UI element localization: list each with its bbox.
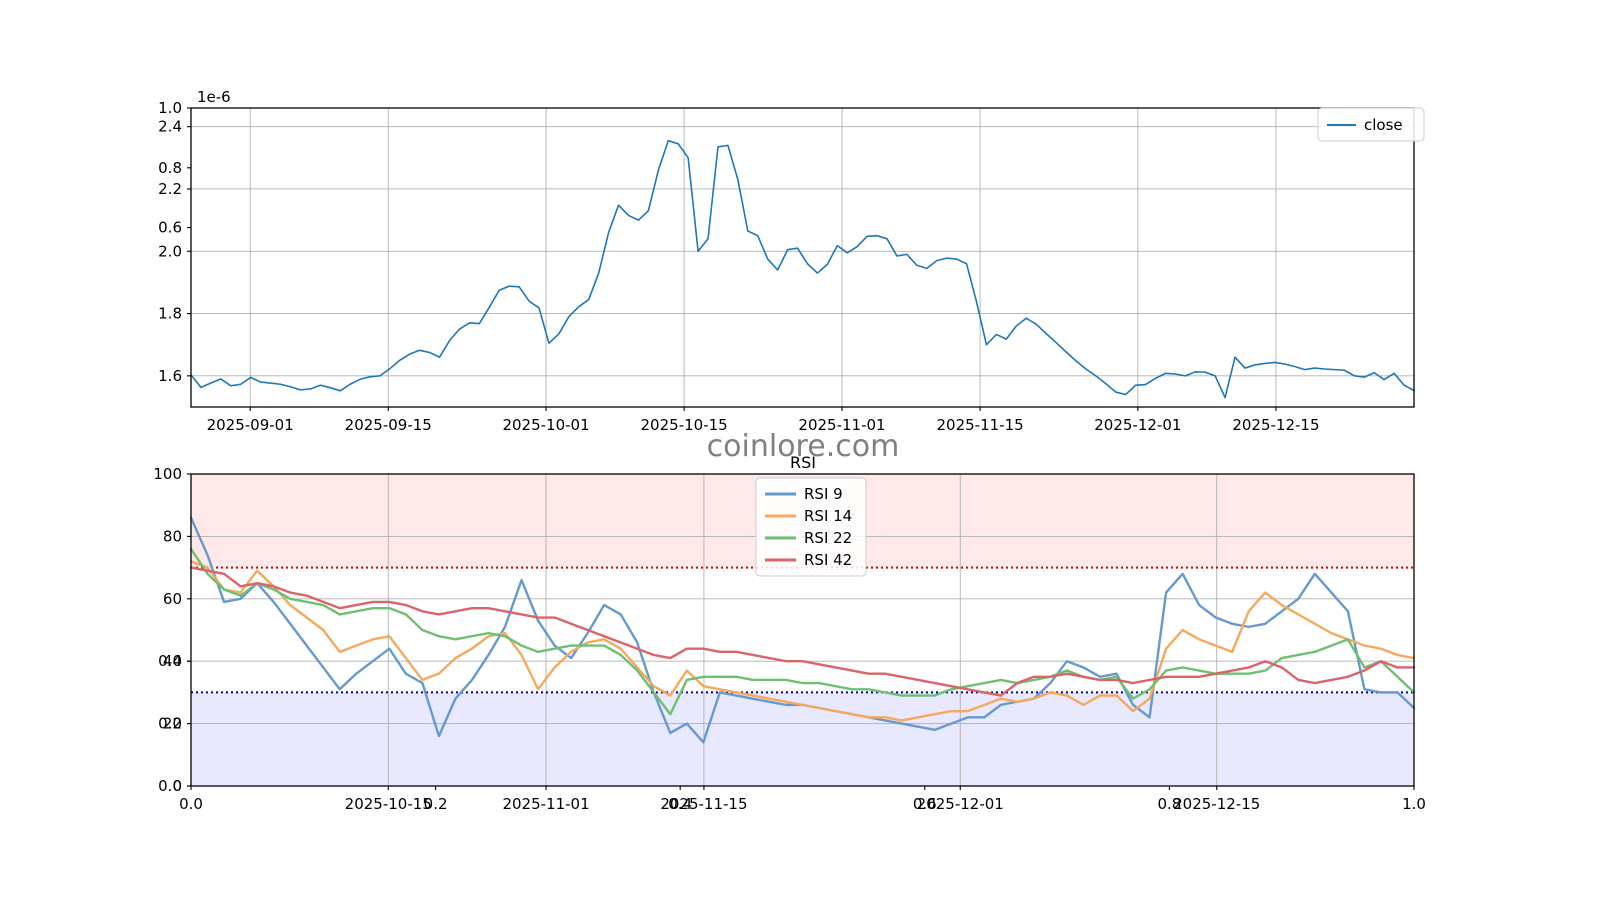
rsi-legend-label-2: RSI 22 [804, 529, 852, 547]
price-y-tick-label: 2.2 [158, 180, 182, 198]
price-series-close [190, 139, 1415, 399]
rsi-y-tick-label: 80 [163, 527, 182, 545]
rsi-legend-box[interactable] [755, 477, 867, 577]
price-y-axis-labels: 2.4 2.2 2.0 1.8 1.6 [158, 118, 182, 385]
price-overlay-y-tick-label: 0.8 [158, 159, 182, 177]
rsi-y-tick-label: 0 [172, 777, 182, 795]
price-x-tick-label: 2025-10-01 [502, 416, 589, 434]
rsi-legend-label-1: RSI 14 [804, 507, 852, 525]
rsi-x-tick-label: 2025-12-01 [917, 795, 1004, 813]
rsi-series-rsi-42 [189, 566, 1416, 697]
price-y-offset-label: 1e-6 [197, 88, 231, 106]
price-x-tick-label: 2025-10-15 [641, 416, 728, 434]
price-axes-frame [190, 107, 1415, 408]
price-x-tick-label: 2025-09-15 [345, 416, 432, 434]
rsi-overlay-x-tick-label: 0.6 [913, 795, 937, 813]
rsi-overlay-x-tick-label: 0.0 [179, 795, 203, 813]
price-legend-box[interactable] [1317, 107, 1425, 142]
price-overlay-y-tick-label: 0.6 [158, 219, 182, 237]
rsi-overlay-x-axis-labels: 0.0 0.2 0.4 0.6 0.8 1.0 [179, 786, 1426, 813]
rsi-x-axis-labels: 2025-10-15 2025-11-01 2025-11-15 2025-12-01… [345, 795, 1261, 813]
rsi-y-axis-labels: 0 20 40 60 80 100 [153, 465, 182, 795]
rsi-panel-title: RSI [790, 453, 816, 472]
rsi-legend[interactable]: RSI 9 RSI 14 RSI 22 RSI 42 [755, 477, 867, 577]
rsi-panel: 0 20 40 60 80 100 0.0 0.2 0.4 2025-10-15 2025-11… [153, 453, 1426, 813]
rsi-overlay-y-tick-label: 0.2 [158, 715, 182, 733]
price-overlay-y-tick-label: 1.0 [158, 99, 182, 117]
rsi-series-rsi-22 [189, 547, 1416, 716]
rsi-y-tick-label: 100 [153, 465, 182, 483]
price-overlay-y-axis-labels: 1.0 0.8 0.6 [158, 99, 191, 237]
rsi-y-tick-label: 60 [163, 590, 182, 608]
rsi-x-tick-label: 2025-10-15 [345, 795, 432, 813]
price-series-lines [190, 139, 1415, 399]
price-tickmarks [187, 126, 1277, 411]
rsi-x-tick-label: 2025-11-15 [660, 795, 747, 813]
rsi-series-rsi-14 [189, 560, 1416, 722]
price-x-tick-label: 2025-11-01 [798, 416, 885, 434]
rsi-y-tick-label: 20 [163, 715, 182, 733]
price-x-tick-label: 2025-09-01 [207, 416, 294, 434]
price-y-tick-label: 2.4 [158, 118, 182, 136]
rsi-overlay-x-tick-label: 1.0 [1402, 795, 1426, 813]
rsi-overlay-y-tick-label: 0.4 [158, 652, 182, 670]
rsi-overlay-x-tick-label: 0.2 [424, 795, 448, 813]
price-x-tick-label: 2025-12-01 [1094, 416, 1181, 434]
price-y-tick-label: 1.6 [158, 367, 182, 385]
price-panel: 2.42.22.01.81.6 1.00.80.6 2025-09-01 2025… [158, 88, 1425, 434]
watermark-label: coinlore.com [707, 429, 900, 464]
price-legend-label: close [1364, 116, 1403, 134]
rsi-legend-label-3: RSI 42 [804, 551, 852, 569]
price-x-axis-labels: 2025-09-01 2025-09-15 2025-10-01 2025-10-15… [207, 416, 1320, 434]
rsi-overlay-x-tick-label: 0.8 [1157, 795, 1181, 813]
rsi-x-tick-label: 2025-11-01 [502, 795, 589, 813]
rsi-overlay-y-tick-label: 0.0 [158, 777, 182, 795]
price-y-tick-label: 1.8 [158, 305, 182, 323]
rsi-y-tick-label: 40 [163, 652, 182, 670]
price-x-tick-label: 2025-11-15 [936, 416, 1023, 434]
rsi-overlay-x-tick-label: 0.4 [668, 795, 692, 813]
rsi-overlay-y-axis-labels: 0.0 0.2 0.4 [158, 652, 191, 795]
rsi-series-lines [189, 516, 1416, 744]
price-y-tick-label: 2.0 [158, 242, 182, 260]
rsi-oversold-band [191, 692, 1414, 786]
rsi-x-tick-label: 2025-12-15 [1173, 795, 1260, 813]
price-x-tick-label: 2025-12-15 [1232, 416, 1319, 434]
rsi-legend-label-0: RSI 9 [804, 485, 843, 503]
rsi-axes-frame [190, 473, 1415, 787]
price-gridlines [191, 108, 1414, 407]
price-legend[interactable]: close [1317, 107, 1425, 142]
